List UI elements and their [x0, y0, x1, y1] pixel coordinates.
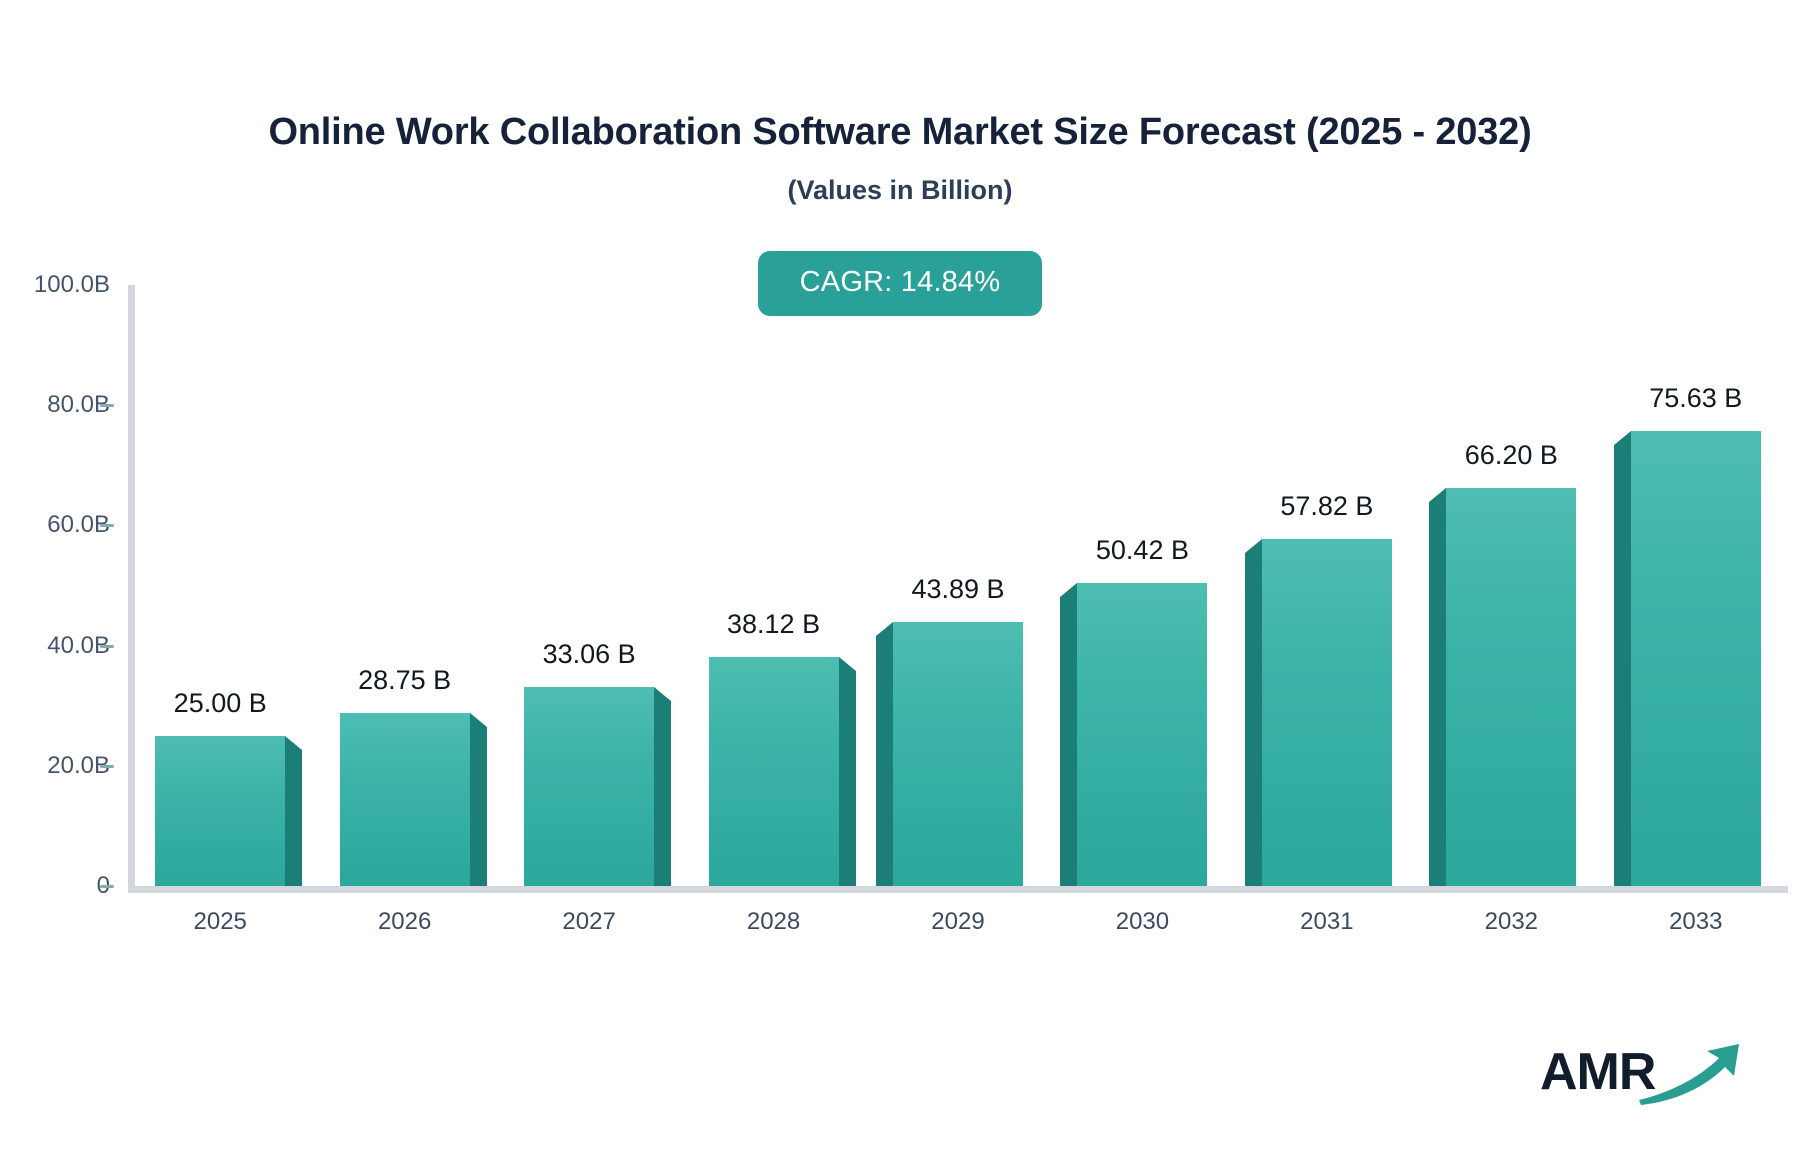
bar-value-label: 28.75 B — [358, 665, 452, 696]
bar-2033[interactable]: 75.63 B — [1613, 285, 1761, 886]
y-axis-tick-mark — [100, 524, 114, 528]
bar-top-face — [1429, 488, 1447, 503]
bar-body — [708, 656, 839, 886]
bar-side-face — [1060, 596, 1078, 886]
bar-side-face — [654, 701, 672, 886]
amr-logo: AMR — [1540, 1038, 1740, 1108]
y-axis-tick-mark — [100, 644, 114, 648]
x-axis-tick-label: 2025 — [193, 908, 247, 935]
chart-header: Online Work Collaboration Software Marke… — [0, 0, 1800, 204]
bar-body — [1261, 538, 1392, 886]
bar-body — [1077, 582, 1208, 886]
bar-top-face — [469, 713, 487, 728]
y-axis-tick-mark — [100, 404, 114, 408]
y-axis-tick-mark — [100, 764, 114, 768]
bar-value-label: 50.42 B — [1095, 534, 1189, 565]
x-axis-line — [128, 886, 1788, 893]
bar-2025[interactable]: 25.00 B — [155, 285, 303, 886]
y-axis-tick-label: 0 — [0, 874, 110, 898]
bar-top-face — [838, 656, 856, 671]
bar-top-face — [1244, 538, 1262, 553]
bar-top-face — [1060, 582, 1078, 597]
bar-side-face — [285, 749, 303, 886]
bar-body — [1446, 488, 1577, 886]
y-axis-tick-label: 40.0B — [47, 631, 110, 659]
bar-body — [524, 687, 655, 886]
chart-subtitle: (Values in Billion) — [787, 175, 1013, 205]
bar-side-face — [1244, 552, 1262, 886]
x-axis-tick-label: 2033 — [1669, 908, 1723, 935]
y-axis-line — [128, 285, 135, 892]
y-axis-tick-label: 100.0B — [33, 271, 110, 298]
logo-wordmark: AMR — [1540, 1043, 1656, 1101]
bar-series: 25.00 B 28.75 B 33.06 B 38.12 B 43.89 B 50.42… — [128, 285, 1788, 886]
growth-arrow-icon — [1635, 1038, 1745, 1113]
x-axis-tick-label: 2026 — [377, 908, 432, 935]
bar-value-label: 57.82 B — [1280, 490, 1374, 521]
bar-value-label: 66.20 B — [1464, 440, 1558, 471]
x-axis-tick-label: 2029 — [931, 908, 985, 935]
y-axis-tick-label: 60.0B — [47, 511, 110, 539]
bar-value-label: 25.00 B — [173, 687, 267, 718]
bar-body — [893, 622, 1023, 886]
bar-side-face — [838, 670, 856, 886]
bar-side-face — [469, 727, 487, 886]
bar-top-face — [876, 622, 893, 637]
x-axis-tick-label: 2028 — [746, 908, 801, 935]
y-axis-tick-mark — [100, 885, 114, 888]
bar-side-face — [876, 636, 893, 886]
bar-top-face — [654, 687, 672, 702]
bar-body — [1630, 431, 1761, 886]
bar-top-face — [285, 735, 303, 750]
bar-2029[interactable]: 43.89 B — [876, 285, 1023, 886]
bar-body — [339, 713, 470, 886]
cagr-badge-container: CAGR: 14.84% — [0, 251, 1800, 316]
bar-side-face — [1613, 445, 1631, 886]
bar-value-label: 75.63 B — [1649, 383, 1743, 414]
bar-value-label: 43.89 B — [911, 574, 1005, 605]
bar-2026[interactable]: 28.75 B — [339, 285, 487, 886]
bar-value-label: 38.12 B — [727, 608, 821, 639]
cagr-badge: CAGR: 14.84% — [757, 251, 1043, 316]
bar-2030[interactable]: 50.42 B — [1060, 285, 1208, 886]
bar-2031[interactable]: 57.82 B — [1244, 285, 1392, 886]
bar-value-label: 33.06 B — [542, 639, 636, 670]
bar-2032[interactable]: 66.20 B — [1429, 285, 1577, 886]
x-axis-tick-label: 2032 — [1484, 908, 1539, 935]
x-axis-tick-label: 2031 — [1300, 908, 1354, 935]
bar-side-face — [1429, 502, 1447, 886]
page-title: Online Work Collaboration Software Marke… — [268, 111, 1532, 153]
bar-2028[interactable]: 38.12 B — [708, 285, 856, 886]
bar-body — [155, 735, 286, 886]
bar-top-face — [1613, 431, 1631, 446]
x-axis-tick-label: 2030 — [1115, 908, 1170, 935]
x-axis-tick-label: 2027 — [562, 908, 616, 935]
bar-2027[interactable]: 33.06 B — [524, 285, 672, 886]
y-axis-tick-label: 20.0B — [47, 751, 110, 779]
y-axis-tick-label: 80.0B — [47, 391, 110, 419]
